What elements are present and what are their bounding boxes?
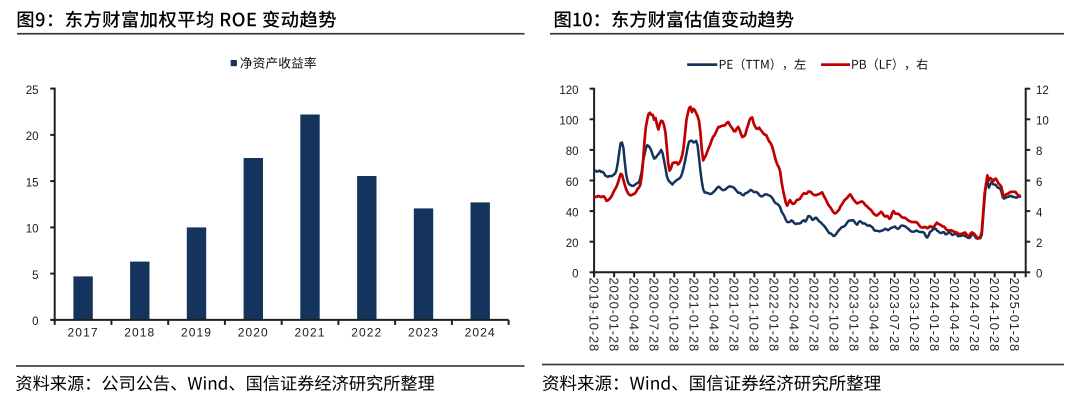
svg-text:4: 4 (1036, 207, 1043, 219)
svg-text:2023-01-28: 2023-01-28 (847, 278, 862, 353)
svg-text:15: 15 (26, 177, 39, 189)
svg-text:0: 0 (1036, 269, 1042, 281)
svg-text:2023-10-28: 2023-10-28 (907, 278, 922, 353)
svg-text:2024-01-28: 2024-01-28 (927, 278, 942, 353)
svg-text:10: 10 (1036, 116, 1049, 128)
svg-text:2022: 2022 (351, 326, 382, 340)
svg-text:2025-01-28: 2025-01-28 (1007, 278, 1022, 352)
svg-text:100: 100 (559, 116, 578, 128)
svg-text:2021: 2021 (294, 326, 325, 340)
svg-text:2021-04-28: 2021-04-28 (706, 278, 721, 353)
svg-text:2020: 2020 (238, 326, 269, 340)
svg-text:2023: 2023 (408, 326, 439, 340)
svg-text:8: 8 (1036, 146, 1042, 158)
svg-text:2023-07-28: 2023-07-28 (887, 278, 902, 353)
svg-text:6: 6 (1036, 177, 1042, 189)
svg-text:40: 40 (566, 207, 579, 219)
svg-text:2024: 2024 (465, 326, 496, 340)
svg-text:2019-10-28: 2019-10-28 (586, 278, 601, 353)
svg-text:2018: 2018 (124, 326, 155, 340)
svg-text:2017: 2017 (68, 326, 99, 340)
svg-text:25: 25 (26, 85, 39, 97)
svg-text:2020-10-28: 2020-10-28 (666, 278, 681, 353)
svg-text:2021-07-28: 2021-07-28 (727, 278, 742, 353)
svg-text:2022-10-28: 2022-10-28 (827, 278, 842, 353)
svg-text:2023-04-28: 2023-04-28 (867, 278, 882, 353)
svg-text:20: 20 (26, 131, 39, 143)
svg-text:2020-07-28: 2020-07-28 (646, 278, 661, 353)
svg-text:120: 120 (559, 85, 578, 97)
svg-text:10: 10 (26, 224, 39, 236)
svg-text:2024-04-28: 2024-04-28 (947, 278, 962, 353)
svg-text:2022-07-28: 2022-07-28 (807, 278, 822, 353)
svg-text:2019: 2019 (181, 326, 212, 340)
svg-text:0: 0 (32, 316, 38, 328)
svg-text:2021-01-28: 2021-01-28 (686, 278, 701, 353)
svg-text:20: 20 (566, 238, 579, 250)
svg-text:2020-04-28: 2020-04-28 (626, 278, 641, 353)
svg-text:80: 80 (566, 146, 579, 158)
svg-text:2022-04-28: 2022-04-28 (787, 278, 802, 353)
svg-text:12: 12 (1036, 85, 1049, 97)
svg-text:2: 2 (1036, 238, 1042, 250)
svg-text:60: 60 (566, 177, 579, 189)
svg-text:2024-10-28: 2024-10-28 (987, 278, 1002, 353)
svg-text:0: 0 (572, 269, 578, 281)
svg-text:2022-01-28: 2022-01-28 (767, 278, 782, 353)
svg-text:2024-07-28: 2024-07-28 (967, 278, 982, 353)
svg-text:5: 5 (32, 270, 38, 282)
svg-text:2021-10-28: 2021-10-28 (747, 278, 762, 353)
svg-text:2020-01-28: 2020-01-28 (606, 278, 621, 353)
